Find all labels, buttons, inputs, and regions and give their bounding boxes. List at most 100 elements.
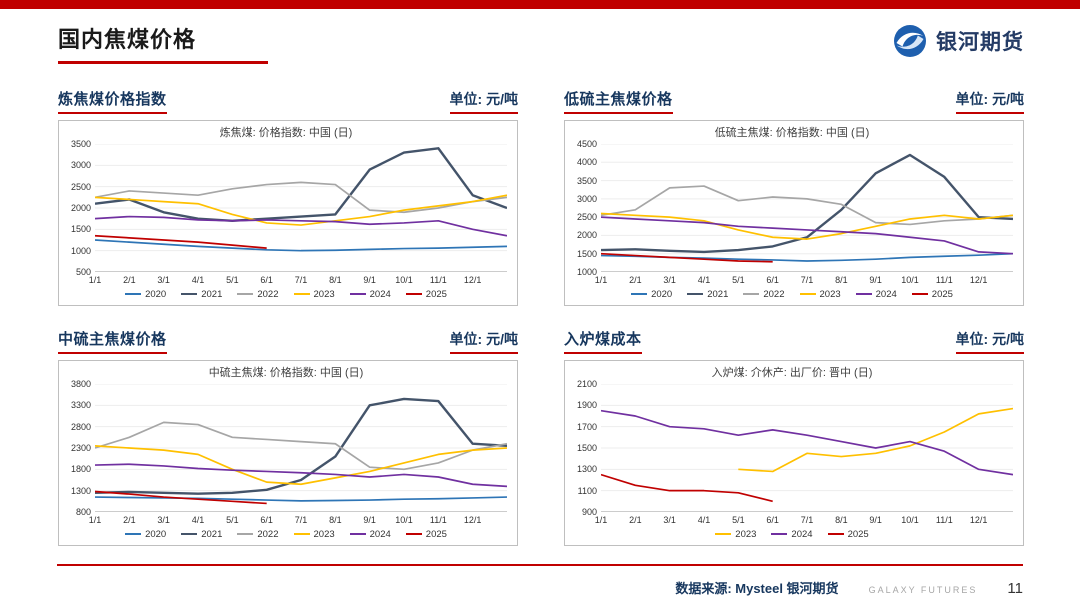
legend-label: 2020 [651,288,673,300]
legend-label: 2023 [819,288,841,300]
panel-unit-label: 单位: 元/吨 [449,89,518,114]
legend-label: 2024 [369,288,391,300]
panel-head: 炼焦煤价格指数 单位: 元/吨 [58,88,518,114]
legend-color-line [349,293,366,295]
chart-inner-title: 入炉煤: 介休产: 出厂价: 晋中 (日) [711,367,873,379]
chart-box: 低硫主焦煤: 价格指数: 中国 (日) 4500 4000 3500 3000 2500… [564,120,1024,306]
legend-item: 2025 [405,288,447,300]
legend-label: 2021 [201,528,223,540]
legend-item: 2021 [687,289,728,300]
legend-item: 2023 [293,528,335,540]
legend-item: 2023 [799,288,841,300]
panel-title: 炼焦煤价格指数 [58,88,167,114]
legend-color-line [827,533,844,535]
plot-wrap: 1/1 2/1 3/1 4/1 5/1 6/1 7/1 8/1 9/1 10/1 11/1 12/1 [594,144,1013,286]
panel-unit-label: 单位: 元/吨 [955,329,1024,354]
legend-color-line [799,293,816,295]
legend-label: 2023 [313,288,335,300]
plot-svg [95,144,507,272]
legend-color-line [771,533,788,535]
y-axis: 3500 3000 2500 2000 1500 1000 500 [70,139,91,277]
page-number: 11 [1007,580,1023,597]
panel-head: 低硫主焦煤价格 单位: 元/吨 [564,88,1024,114]
legend-item: 2020 [631,289,672,300]
panel-unit-label: 单位: 元/吨 [449,329,518,354]
galaxy-logo-icon [894,25,926,57]
legend-color-line [855,293,872,295]
legend-label: 2023 [313,528,335,540]
legend-item: 2023 [293,288,335,300]
plot-row: 3800 3300 2800 2300 1800 1300 800 1/1 2/1 3/1 4/1… [65,379,507,526]
plot-row: 3500 3000 2500 2000 1500 1000 500 1/1 2/1 3/1 4/1… [65,139,507,286]
data-source-text: 数据来源: Mysteel 银河期货 [675,581,839,596]
legend-label: 2022 [763,288,785,300]
legend-label: 2025 [425,288,447,300]
legend-item: 2023 [715,529,756,540]
legend-item: 2025 [827,528,869,540]
legend-color-line [237,533,254,535]
legend-color-line [715,533,732,535]
legend-item: 2022 [237,528,279,540]
charts-grid: 炼焦煤价格指数 单位: 元/吨 炼焦煤: 价格指数: 中国 (日) 3500 30… [0,64,1080,546]
legend-color-line [405,293,422,295]
chart-box: 入炉煤: 介休产: 出厂价: 晋中 (日) 2100 1900 1700 1500 13… [564,360,1024,546]
legend-item: 2024 [771,529,813,540]
legend-color-line [631,293,648,295]
panel-unit-label: 单位: 元/吨 [955,89,1024,114]
legend-label: 2024 [369,528,391,540]
plot-svg [601,384,1013,512]
brand-wordmark: GALAXY FUTURES [868,585,978,595]
panel-head: 中硫主焦煤价格 单位: 元/吨 [58,328,518,354]
top-red-bar [0,0,1080,9]
legend-item: 2022 [743,288,785,300]
legend-label: 2022 [257,528,279,540]
panel-furnace-coal-cost: 入炉煤成本 单位: 元/吨 入炉煤: 介休产: 出厂价: 晋中 (日) 2100… [564,328,1024,546]
legend-item: 2024 [855,288,897,300]
legend: 2020 2021 2022 2023 2024 2025 [571,286,1013,302]
footer-divider [57,564,1023,566]
legend-label: 2025 [425,528,447,540]
legend-item: 2024 [349,288,391,300]
x-axis: 1/1 2/1 3/1 4/1 5/1 6/1 7/1 8/1 9/1 10/1 11/1 12/1 [88,275,482,285]
legend-color-line [687,293,704,295]
legend-item: 2025 [405,528,447,540]
slide-footer: 数据来源: Mysteel 银河期货 GALAXY FUTURES 11 [675,578,1023,597]
legend-label: 2025 [931,288,953,300]
legend-item: 2021 [181,529,222,540]
legend-color-line [181,533,198,535]
legend-item: 2020 [125,529,166,540]
legend-color-line [405,533,422,535]
legend-color-line [125,533,142,535]
legend-label: 2021 [707,288,729,300]
legend-label: 2024 [875,288,897,300]
chart-box: 中硫主焦煤: 价格指数: 中国 (日) 3800 3300 2800 2300 1800… [58,360,518,546]
panel-title: 入炉煤成本 [564,328,642,354]
legend-color-line [743,293,760,295]
plot-wrap: 1/1 2/1 3/1 4/1 5/1 6/1 7/1 8/1 9/1 10/1 11/1 12/1 [88,384,507,526]
x-axis: 1/1 2/1 3/1 4/1 5/1 6/1 7/1 8/1 9/1 10/1 11/1 12/1 [88,515,482,525]
panel-title: 中硫主焦煤价格 [58,328,167,354]
page-title: 国内焦煤价格 [58,22,269,64]
y-axis: 3800 3300 2800 2300 1800 1300 800 [70,379,91,517]
legend-label: 2023 [735,528,757,540]
brand-logo: 银河期货 [893,24,1024,58]
legend-color-line [349,533,366,535]
panel-mid-sulfur-coal: 中硫主焦煤价格 单位: 元/吨 中硫主焦煤: 价格指数: 中国 (日) 3800… [58,328,518,546]
legend-item: 2020 [125,289,166,300]
chart-inner-title: 中硫主焦煤: 价格指数: 中国 (日) [208,367,364,379]
legend-color-line [293,293,310,295]
x-axis: 1/1 2/1 3/1 4/1 5/1 6/1 7/1 8/1 9/1 10/1 11/1 12/1 [594,275,988,285]
panel-head: 入炉煤成本 单位: 元/吨 [564,328,1024,354]
legend: 2023 2024 2025 [571,526,1013,542]
legend: 2020 2021 2022 2023 2024 2025 [65,526,507,542]
legend-item: 2025 [911,288,953,300]
legend-label: 2025 [847,528,869,540]
legend-item: 2021 [181,289,222,300]
legend-label: 2021 [201,288,223,300]
chart-inner-title: 炼焦煤: 价格指数: 中国 (日) [219,127,353,139]
plot-wrap: 1/1 2/1 3/1 4/1 5/1 6/1 7/1 8/1 9/1 10/1 11/1 12/1 [88,144,507,286]
slide-header: 国内焦煤价格 银河期货 [0,9,1080,64]
legend-item: 2024 [349,528,391,540]
legend: 2020 2021 2022 2023 2024 2025 [65,286,507,302]
